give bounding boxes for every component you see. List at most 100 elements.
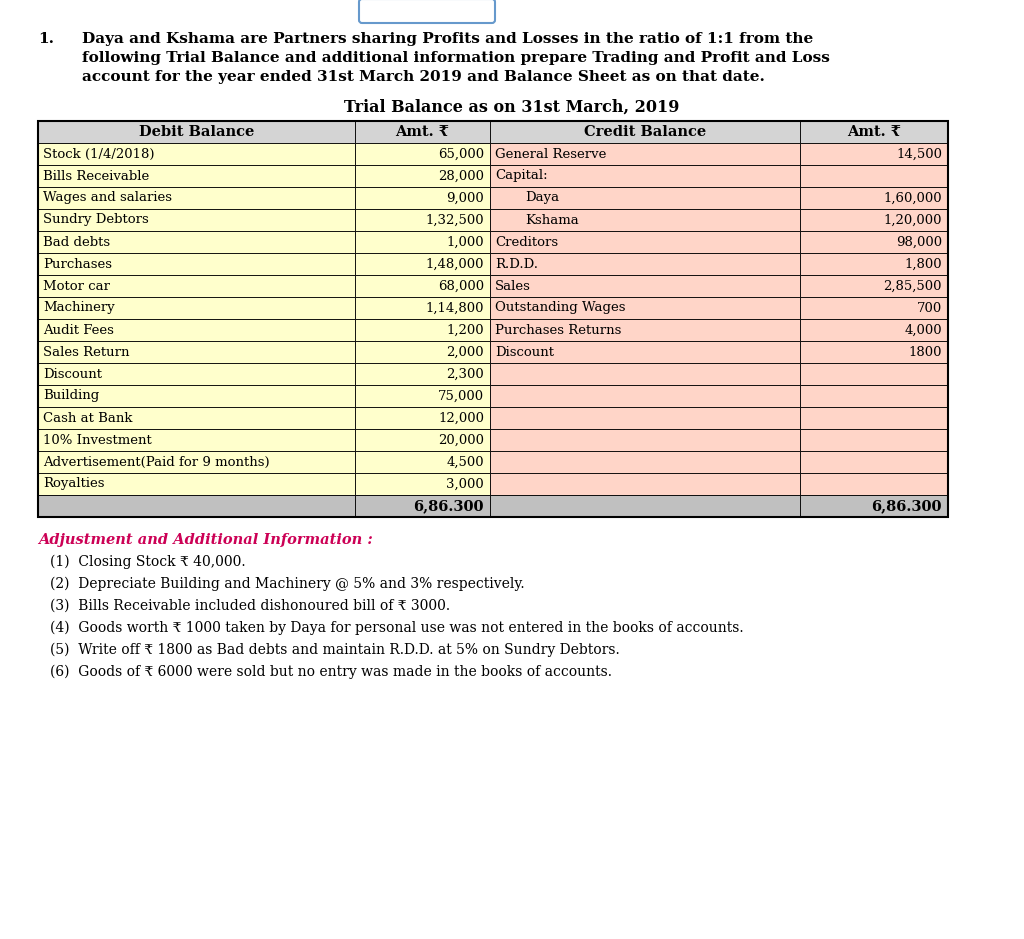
- Bar: [38, 451, 355, 473]
- Bar: [800, 473, 948, 495]
- Text: 1,800: 1,800: [904, 257, 942, 270]
- Text: 1,20,000: 1,20,000: [884, 213, 942, 226]
- Text: 4,500: 4,500: [446, 455, 484, 469]
- Text: 1,200: 1,200: [446, 324, 484, 336]
- Text: Purchases: Purchases: [43, 257, 112, 270]
- Text: Daya and Kshama are Partners sharing Profits and Losses in the ratio of 1:1 from: Daya and Kshama are Partners sharing Pro…: [82, 32, 813, 46]
- Bar: [490, 451, 800, 473]
- Text: 1,48,000: 1,48,000: [426, 257, 484, 270]
- Bar: [355, 363, 490, 385]
- Bar: [38, 143, 355, 165]
- Text: Cash at Bank: Cash at Bank: [43, 411, 132, 424]
- Text: 6,86.300: 6,86.300: [871, 499, 942, 513]
- Text: Credit Balance: Credit Balance: [584, 125, 707, 139]
- Text: Motor car: Motor car: [43, 280, 110, 293]
- Bar: [38, 275, 355, 297]
- Text: Advertisement(Paid for 9 months): Advertisement(Paid for 9 months): [43, 455, 269, 469]
- Bar: [800, 429, 948, 451]
- Bar: [355, 187, 490, 209]
- Bar: [490, 143, 800, 165]
- Text: 75,000: 75,000: [438, 390, 484, 403]
- Bar: [38, 253, 355, 275]
- Text: Machinery: Machinery: [43, 301, 115, 315]
- Text: Trial Balance as on 31st March, 2019: Trial Balance as on 31st March, 2019: [344, 99, 680, 116]
- Text: 20,000: 20,000: [438, 434, 484, 447]
- Text: Audit Fees: Audit Fees: [43, 324, 114, 336]
- Bar: [355, 451, 490, 473]
- Text: Amt. ₹: Amt. ₹: [847, 125, 901, 139]
- Bar: [38, 187, 355, 209]
- Text: 2,300: 2,300: [446, 367, 484, 380]
- Text: 1,000: 1,000: [446, 236, 484, 249]
- Text: 1,60,000: 1,60,000: [884, 192, 942, 205]
- Bar: [38, 363, 355, 385]
- Bar: [490, 121, 800, 143]
- Text: (5)  Write off ₹ 1800 as Bad debts and maintain R.D.D. at 5% on Sundry Debtors.: (5) Write off ₹ 1800 as Bad debts and ma…: [50, 643, 620, 657]
- Text: following Trial Balance and additional information prepare Trading and Profit an: following Trial Balance and additional i…: [82, 51, 829, 65]
- Text: Capital:: Capital:: [495, 170, 548, 182]
- Text: 1.: 1.: [38, 32, 54, 46]
- Bar: [38, 165, 355, 187]
- Bar: [38, 407, 355, 429]
- Bar: [800, 363, 948, 385]
- Text: Adjustment and Additional Information :: Adjustment and Additional Information :: [38, 533, 373, 547]
- Text: 1800: 1800: [908, 346, 942, 359]
- Bar: [355, 297, 490, 319]
- Text: Sales Return: Sales Return: [43, 346, 129, 359]
- Bar: [800, 407, 948, 429]
- Bar: [38, 495, 355, 517]
- Text: 4,000: 4,000: [904, 324, 942, 336]
- Text: Sales: Sales: [495, 280, 530, 293]
- Text: 2,85,500: 2,85,500: [884, 280, 942, 293]
- Text: 700: 700: [916, 301, 942, 315]
- Bar: [800, 143, 948, 165]
- Text: 98,000: 98,000: [896, 236, 942, 249]
- Text: Bills Receivable: Bills Receivable: [43, 170, 150, 182]
- Text: Building: Building: [43, 390, 99, 403]
- Bar: [38, 209, 355, 231]
- Bar: [800, 275, 948, 297]
- Bar: [355, 143, 490, 165]
- Bar: [38, 319, 355, 341]
- Bar: [355, 407, 490, 429]
- Bar: [490, 495, 800, 517]
- Bar: [490, 407, 800, 429]
- Bar: [38, 341, 355, 363]
- Bar: [490, 165, 800, 187]
- Text: Discount: Discount: [495, 346, 554, 359]
- Bar: [490, 297, 800, 319]
- Text: 1,14,800: 1,14,800: [426, 301, 484, 315]
- Bar: [490, 231, 800, 253]
- Text: 14,500: 14,500: [896, 147, 942, 161]
- Text: (3)  Bills Receivable included dishonoured bill of ₹ 3000.: (3) Bills Receivable included dishonoure…: [50, 599, 451, 613]
- Bar: [800, 385, 948, 407]
- Text: 68,000: 68,000: [438, 280, 484, 293]
- Text: Kshama: Kshama: [525, 213, 579, 226]
- Bar: [490, 319, 800, 341]
- Bar: [800, 121, 948, 143]
- Bar: [38, 297, 355, 319]
- Text: Stock (1/4/2018): Stock (1/4/2018): [43, 147, 155, 161]
- Bar: [355, 275, 490, 297]
- Bar: [490, 253, 800, 275]
- Bar: [490, 473, 800, 495]
- Text: 3,000: 3,000: [446, 478, 484, 490]
- Bar: [355, 319, 490, 341]
- Bar: [38, 429, 355, 451]
- Bar: [800, 209, 948, 231]
- Bar: [38, 121, 355, 143]
- Text: 65,000: 65,000: [438, 147, 484, 161]
- Bar: [355, 165, 490, 187]
- Bar: [800, 231, 948, 253]
- Text: (1)  Closing Stock ₹ 40,000.: (1) Closing Stock ₹ 40,000.: [50, 555, 246, 569]
- Bar: [490, 341, 800, 363]
- Text: General Reserve: General Reserve: [495, 147, 606, 161]
- Text: R.D.D.: R.D.D.: [495, 257, 538, 270]
- Bar: [490, 209, 800, 231]
- Bar: [800, 319, 948, 341]
- Bar: [800, 253, 948, 275]
- Bar: [490, 187, 800, 209]
- Text: 2,000: 2,000: [446, 346, 484, 359]
- Text: 9,000: 9,000: [446, 192, 484, 205]
- Bar: [355, 473, 490, 495]
